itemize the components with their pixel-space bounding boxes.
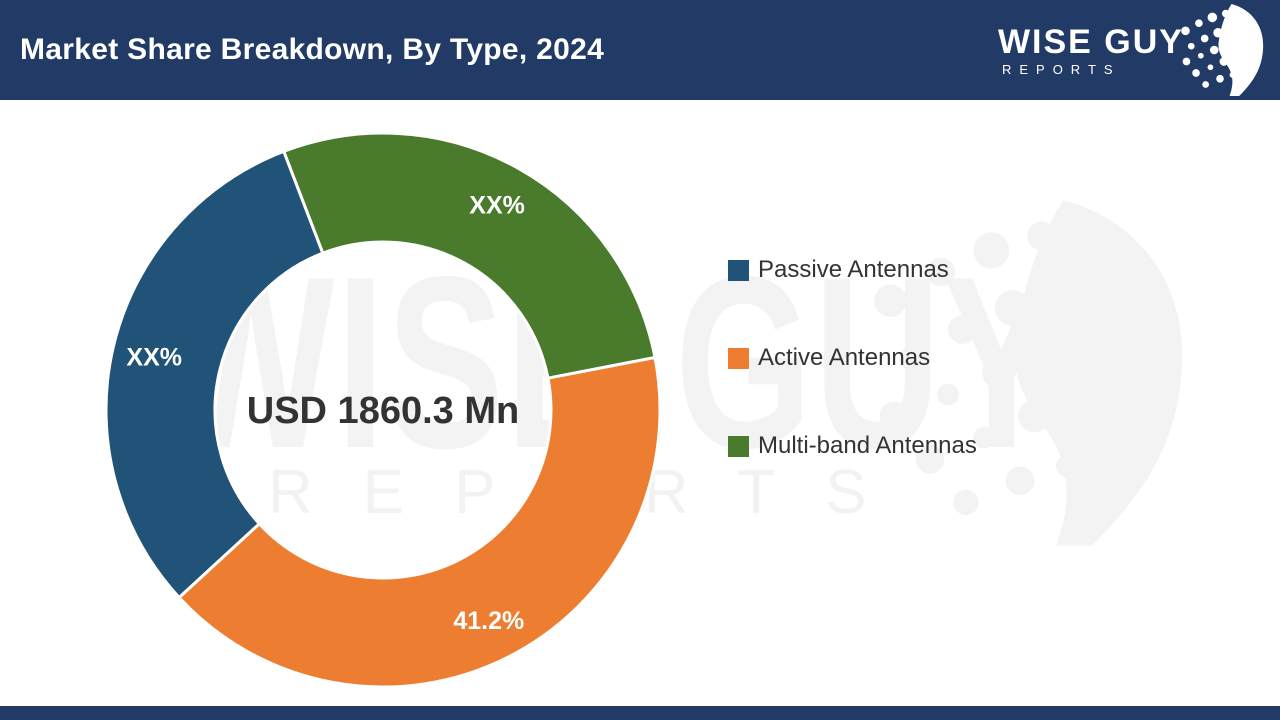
legend-item-passive-antennas: Passive Antennas (728, 258, 977, 282)
segment-value-label-passive-antennas: XX% (126, 343, 182, 371)
legend-item-multi-band-antennas: Multi-band Antennas (728, 434, 977, 458)
donut-segment-active-antennas (177, 356, 662, 689)
legend-label: Active Antennas (758, 344, 931, 371)
chart-legend: Passive Antennas Active Antennas Multi-ban… (728, 258, 977, 458)
donut-chart: XX% 41.2% XX% USD 1860.3 Mn (104, 131, 662, 689)
donut-segment-passive-antennas (104, 149, 325, 599)
legend-swatch-icon (728, 347, 749, 369)
segment-value-label-multi-band-antennas: XX% (469, 192, 525, 220)
chart-area: WISE GUY REPORTS XX%41.2%XX%USD 1860.3 M… (0, 100, 1280, 706)
segment-value-label-active-antennas: 41.2% (453, 607, 524, 635)
legend-label: Passive Antennas (758, 256, 949, 283)
legend-item-active-antennas: Active Antennas (728, 346, 977, 370)
logo-wordmark-line2: REPORTS (1001, 61, 1121, 77)
page-title: Market Share Breakdown, By Type, 2024 (20, 33, 605, 66)
bottom-accent-bar (0, 706, 1280, 720)
legend-swatch-icon (728, 435, 749, 457)
legend-swatch-icon (728, 259, 749, 281)
watermark-head-profile-icon (874, 200, 1183, 546)
header-bar: Market Share Breakdown, By Type, 2024 WI… (0, 0, 1280, 100)
logo-head-profile-icon (1181, 4, 1264, 96)
donut-center-value: USD 1860.3 Mn (247, 390, 519, 432)
logo-wordmark-line1: WISE GUY (997, 22, 1184, 61)
brand-logo: WISE GUY REPORTS (998, 4, 1270, 96)
logo-wordmark: WISE GUY REPORTS (998, 25, 1184, 76)
donut-segment-multi-band-antennas (282, 131, 657, 380)
legend-label: Multi-band Antennas (758, 432, 977, 459)
